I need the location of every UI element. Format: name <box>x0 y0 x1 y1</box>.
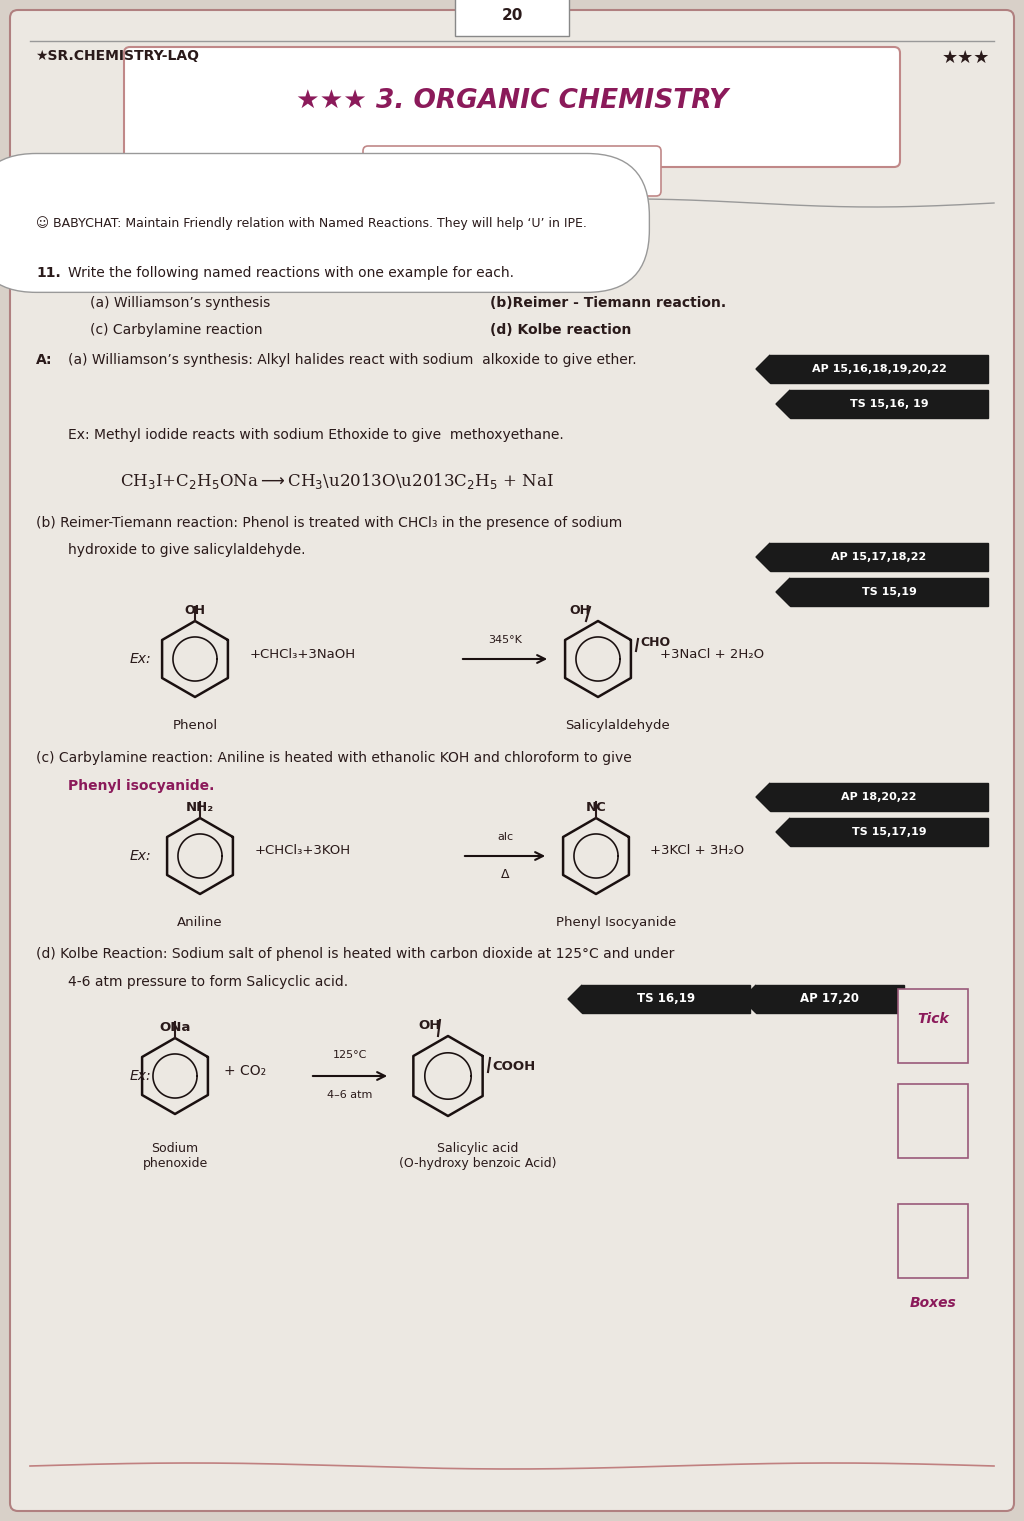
Text: +3KCl + 3H₂O: +3KCl + 3H₂O <box>650 844 744 858</box>
Text: 11.: 11. <box>36 266 60 280</box>
Text: A:: A: <box>36 353 52 367</box>
FancyBboxPatch shape <box>10 11 1014 1510</box>
Polygon shape <box>776 578 790 605</box>
FancyBboxPatch shape <box>124 47 900 167</box>
Text: NH₂: NH₂ <box>186 802 214 814</box>
Text: Phenol: Phenol <box>172 719 217 732</box>
Text: Δ: Δ <box>501 868 509 881</box>
Text: OH: OH <box>419 1019 441 1033</box>
Text: AP 15,17,18,22: AP 15,17,18,22 <box>831 552 927 561</box>
Text: CH$_3$I+C$_2$H$_5$ONa$\longrightarrow$CH$_3$\u2013O\u2013C$_2$H$_5$ + NaI: CH$_3$I+C$_2$H$_5$ONa$\longrightarrow$CH… <box>120 472 554 491</box>
Text: Salicylaldehyde: Salicylaldehyde <box>565 719 671 732</box>
Text: hydroxide to give salicylaldehyde.: hydroxide to give salicylaldehyde. <box>68 543 305 557</box>
Text: (a) Williamson’s synthesis: (a) Williamson’s synthesis <box>90 297 270 310</box>
Polygon shape <box>568 986 582 1013</box>
Text: Sodium
phenoxide: Sodium phenoxide <box>142 1142 208 1170</box>
Text: 4–6 atm: 4–6 atm <box>328 1091 373 1100</box>
Text: Ex: Methyl iodide reacts with sodium Ethoxide to give  methoxyethane.: Ex: Methyl iodide reacts with sodium Eth… <box>68 427 564 443</box>
Polygon shape <box>756 354 770 383</box>
Text: ☺ BABYCHAT: Maintain Friendly relation with Named Reactions. They will help ‘U’ : ☺ BABYCHAT: Maintain Friendly relation w… <box>36 216 587 230</box>
Text: (c) Carbylamine reaction: Aniline is heated with ethanolic KOH and chloroform to: (c) Carbylamine reaction: Aniline is hea… <box>36 751 632 765</box>
Text: Ex:: Ex: <box>130 1069 152 1083</box>
Text: AP 15,16,18,19,20,22: AP 15,16,18,19,20,22 <box>812 364 946 374</box>
Text: ★★★: ★★★ <box>942 49 990 67</box>
Text: Salicylic acid
(O-hydroxy benzoic Acid): Salicylic acid (O-hydroxy benzoic Acid) <box>399 1142 557 1170</box>
Text: ★SR.CHEMISTRY-LAQ: ★SR.CHEMISTRY-LAQ <box>35 49 199 62</box>
Text: AP 17,20: AP 17,20 <box>801 993 859 1005</box>
Text: (d) Kolbe reaction: (d) Kolbe reaction <box>490 322 632 338</box>
Text: TS 16,19: TS 16,19 <box>637 993 695 1005</box>
Text: Ex:: Ex: <box>130 849 152 862</box>
Text: Tick: Tick <box>918 1011 949 1027</box>
FancyBboxPatch shape <box>790 818 988 846</box>
Text: Boxes: Boxes <box>909 1296 956 1310</box>
FancyBboxPatch shape <box>770 354 988 383</box>
Text: OH: OH <box>569 604 591 618</box>
Text: OH: OH <box>184 604 206 618</box>
Text: (b) Reimer-Tiemann reaction: Phenol is treated with CHCl₃ in the presence of sod: (b) Reimer-Tiemann reaction: Phenol is t… <box>36 516 623 529</box>
Text: NC: NC <box>586 802 606 814</box>
Text: TS 15,17,19: TS 15,17,19 <box>852 827 927 837</box>
FancyBboxPatch shape <box>790 389 988 418</box>
FancyBboxPatch shape <box>362 146 662 196</box>
FancyBboxPatch shape <box>770 543 988 570</box>
Text: 20: 20 <box>502 8 522 23</box>
FancyBboxPatch shape <box>455 0 569 37</box>
Text: Phenyl Isocyanide: Phenyl Isocyanide <box>556 916 676 929</box>
Text: 4-6 atm pressure to form Salicyclic acid.: 4-6 atm pressure to form Salicyclic acid… <box>68 975 348 989</box>
Polygon shape <box>756 783 770 811</box>
FancyBboxPatch shape <box>790 578 988 605</box>
Text: + CO₂: + CO₂ <box>224 1065 266 1078</box>
Text: +3NaCl + 2H₂O: +3NaCl + 2H₂O <box>660 648 764 660</box>
Text: TS 15,16, 19: TS 15,16, 19 <box>850 399 929 409</box>
FancyBboxPatch shape <box>898 1084 968 1157</box>
Text: 8 Marks: 8 Marks <box>478 163 546 178</box>
FancyBboxPatch shape <box>898 989 968 1063</box>
Text: +CHCl₃+3KOH: +CHCl₃+3KOH <box>255 844 351 858</box>
Polygon shape <box>776 818 790 846</box>
Text: alc: alc <box>497 832 513 843</box>
Text: Ex:: Ex: <box>130 653 152 666</box>
Text: (d) Kolbe Reaction: Sodium salt of phenol is heated with carbon dioxide at 125°C: (d) Kolbe Reaction: Sodium salt of pheno… <box>36 948 675 961</box>
Text: 125°C: 125°C <box>333 1049 368 1060</box>
Text: Write the following named reactions with one example for each.: Write the following named reactions with… <box>68 266 514 280</box>
Text: (c) Carbylamine reaction: (c) Carbylamine reaction <box>90 322 262 338</box>
Text: Aniline: Aniline <box>177 916 223 929</box>
Text: ★★★ 3. ORGANIC CHEMISTRY: ★★★ 3. ORGANIC CHEMISTRY <box>296 88 728 114</box>
Text: ONa: ONa <box>160 1021 190 1034</box>
Polygon shape <box>742 986 756 1013</box>
FancyBboxPatch shape <box>582 986 750 1013</box>
FancyBboxPatch shape <box>756 986 904 1013</box>
Text: 345°K: 345°K <box>488 634 522 645</box>
Text: Phenyl isocyanide.: Phenyl isocyanide. <box>68 779 214 792</box>
Text: (b)Reimer - Tiemann reaction.: (b)Reimer - Tiemann reaction. <box>490 297 726 310</box>
Text: AP 18,20,22: AP 18,20,22 <box>842 792 916 802</box>
Text: +CHCl₃+3NaOH: +CHCl₃+3NaOH <box>250 648 356 660</box>
Text: CHO: CHO <box>640 636 670 649</box>
Text: COOH: COOH <box>492 1060 536 1072</box>
Text: TS 15,19: TS 15,19 <box>861 587 916 598</box>
FancyBboxPatch shape <box>898 1205 968 1278</box>
Polygon shape <box>776 389 790 418</box>
FancyBboxPatch shape <box>770 783 988 811</box>
Text: (a) Williamson’s synthesis: Alkyl halides react with sodium  alkoxide to give et: (a) Williamson’s synthesis: Alkyl halide… <box>68 353 637 367</box>
Polygon shape <box>756 543 770 570</box>
